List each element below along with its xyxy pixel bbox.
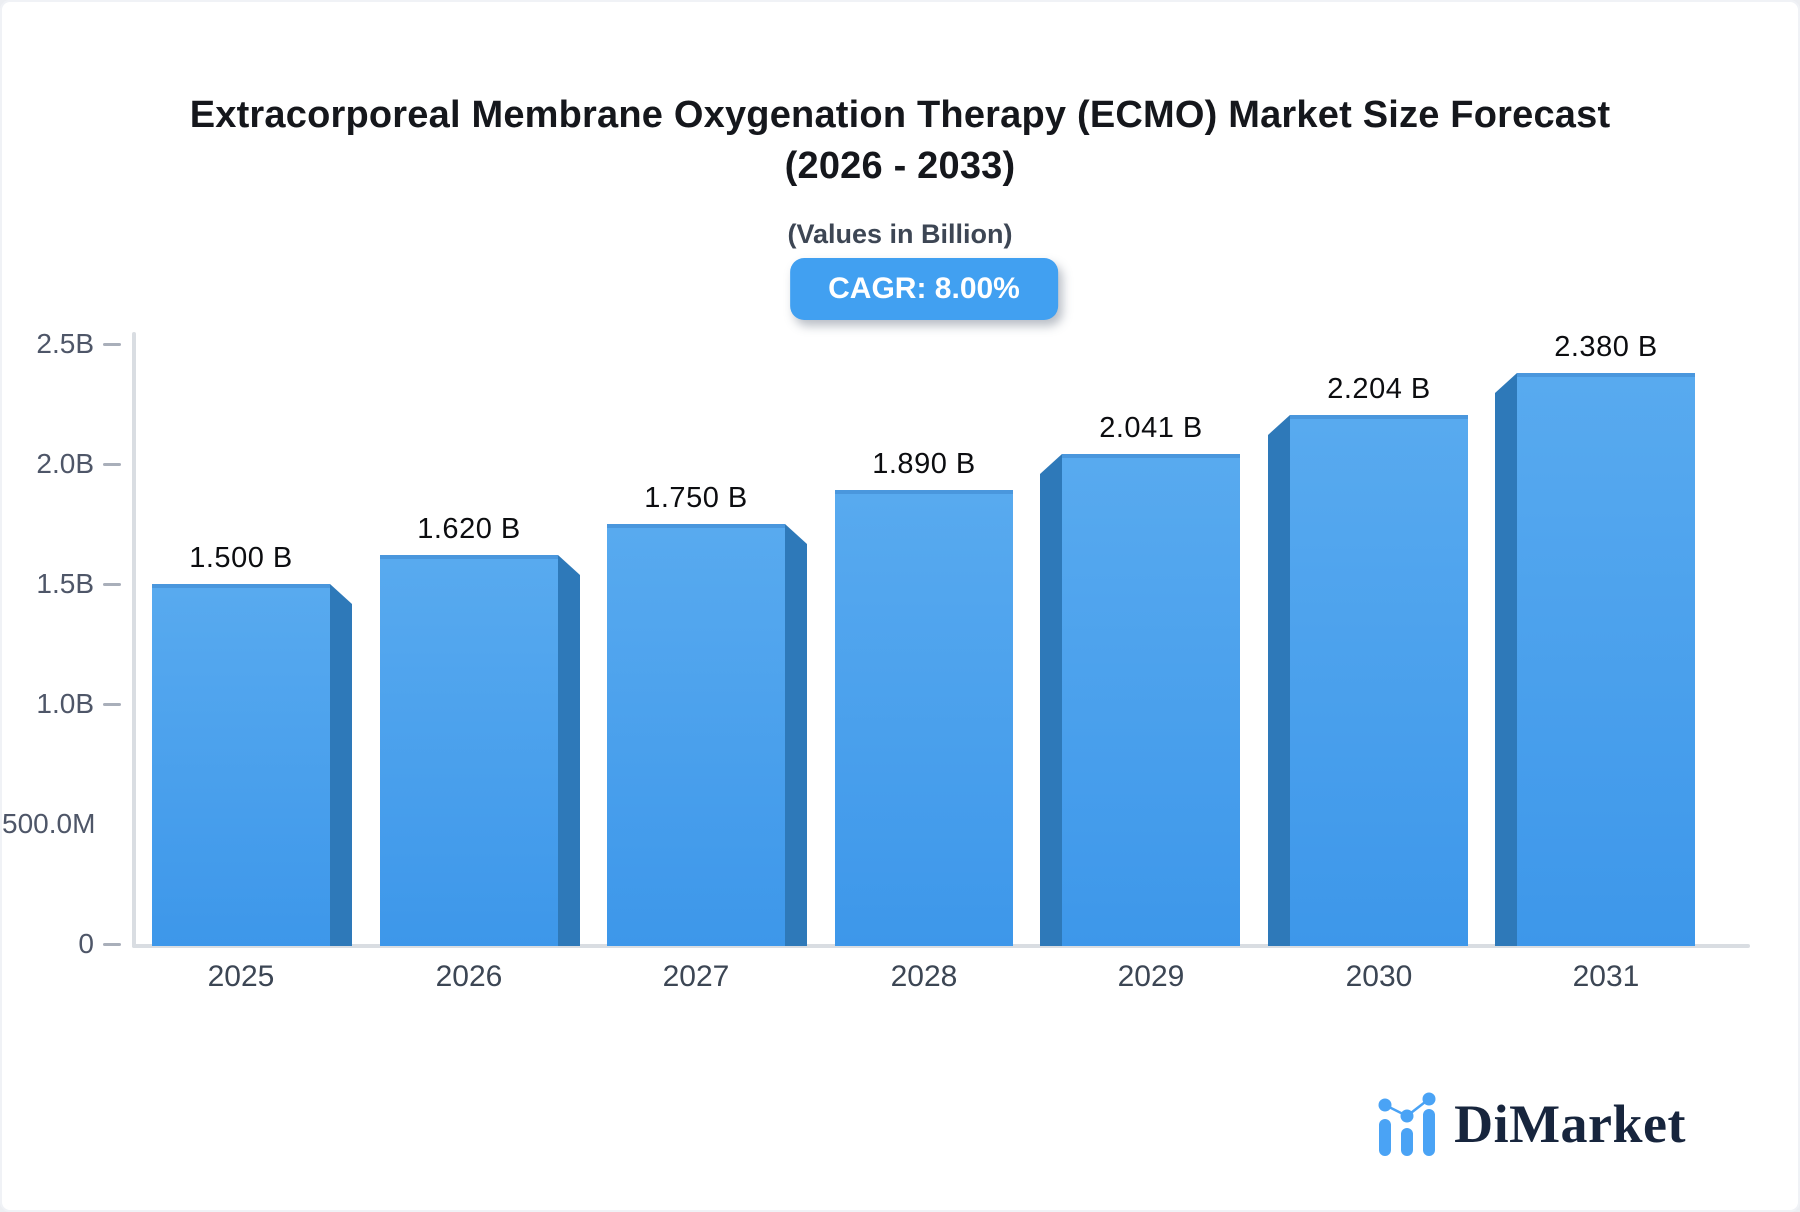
bar-3d-side-2029 bbox=[1040, 454, 1062, 946]
x-axis-label: 2027 bbox=[662, 960, 730, 993]
bar-2027[interactable] bbox=[607, 524, 785, 946]
bar-3d-side-2030 bbox=[1268, 415, 1290, 946]
bar-3d-side-2025 bbox=[330, 584, 352, 946]
chart-title-line1: Extracorporeal Membrane Oxygenation Ther… bbox=[189, 94, 1611, 136]
bar-value-label: 2.380 B bbox=[1554, 331, 1658, 363]
bar-2030[interactable] bbox=[1290, 415, 1468, 946]
bar-3d-side-2026 bbox=[558, 555, 580, 946]
x-axis-label: 2030 bbox=[1345, 960, 1413, 993]
y-axis-tick-mark bbox=[103, 343, 121, 346]
y-axis-line bbox=[132, 332, 136, 948]
mini-bar-chart-with-dots-icon bbox=[1378, 1092, 1436, 1156]
bar-2029[interactable] bbox=[1062, 454, 1240, 946]
bar-value-label: 2.041 B bbox=[1099, 412, 1203, 444]
cagr-badge: CAGR: 8.00% bbox=[790, 258, 1058, 320]
bar-3d-side-2031 bbox=[1495, 373, 1517, 946]
chart-title-line2: (2026 - 2033) bbox=[784, 145, 1016, 187]
chart-subtitle: (Values in Billion) bbox=[787, 219, 1013, 249]
x-axis-line bbox=[132, 944, 1750, 948]
bar-value-label: 1.750 B bbox=[644, 482, 748, 514]
brand-logo-text: DiMarket bbox=[1454, 1094, 1686, 1154]
bar-3d-side-2027 bbox=[785, 524, 807, 946]
y-axis-tick-mark bbox=[103, 463, 121, 466]
y-axis-tick-label: 0 bbox=[78, 928, 94, 959]
bar-2026[interactable] bbox=[380, 555, 558, 946]
bar-2025[interactable] bbox=[152, 584, 330, 946]
x-axis-label: 2028 bbox=[890, 960, 958, 993]
brand-logo: DiMarket bbox=[1377, 1092, 1686, 1156]
y-axis-tick-mark bbox=[103, 943, 121, 946]
bar-value-label: 1.620 B bbox=[417, 513, 521, 545]
bar-value-label: 1.890 B bbox=[872, 448, 976, 480]
y-axis-tick-label: 2.0B bbox=[36, 448, 94, 479]
x-axis-label: 2029 bbox=[1117, 960, 1185, 993]
y-axis-tick-mark bbox=[103, 703, 121, 706]
bar-value-label: 1.500 B bbox=[189, 542, 293, 574]
x-axis-label: 2026 bbox=[435, 960, 503, 993]
bar-2031[interactable] bbox=[1517, 373, 1695, 946]
y-axis-tick-label: 500.0M bbox=[2, 808, 96, 839]
y-axis-tick-mark bbox=[103, 583, 121, 586]
y-axis-tick-label: 2.5B bbox=[36, 328, 94, 359]
y-axis-tick-label: 1.5B bbox=[36, 568, 94, 599]
bar-value-label: 2.204 B bbox=[1327, 373, 1431, 405]
x-axis-label: 2031 bbox=[1572, 960, 1640, 993]
y-axis-tick-label: 1.0B bbox=[36, 688, 94, 719]
x-axis-label: 2025 bbox=[207, 960, 275, 993]
bar-2028[interactable] bbox=[835, 490, 1013, 946]
